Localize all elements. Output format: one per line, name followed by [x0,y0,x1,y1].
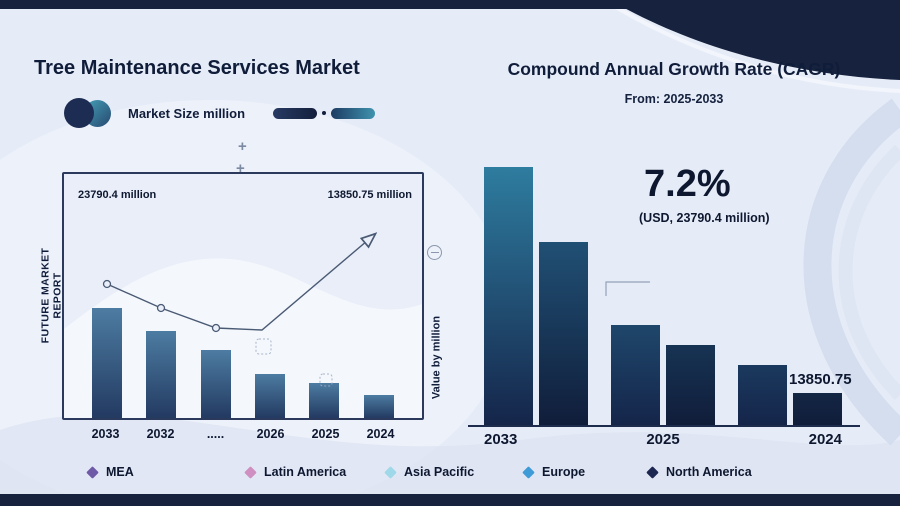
market-size-icon [64,97,114,129]
market-size-label: Market Size million [128,105,246,121]
cagr-bar-annotation: 13850.75 [789,371,852,388]
market-value-2033: 23790.4 million [78,189,157,201]
market-size-x-label: ..... [206,427,225,441]
market-size-bar [255,374,286,418]
cagr-bar [666,345,715,425]
cagr-value: 7.2% [644,163,731,205]
cagr-bar [484,167,533,425]
cagr-bar [611,325,660,425]
market-size-x-label: 2032 [146,427,175,441]
market-size-legend: Market Size million [64,96,376,130]
mea-diamond-icon [86,465,99,479]
market-chart-title: Tree Maintenance Services Market [34,57,360,79]
cagr-x-labels: 2033 2025 2024 [484,431,842,448]
legend-item: MEA [86,465,134,479]
market-size-bar [92,308,123,418]
market-size-bar [146,331,177,418]
legend-label: Asia Pacific [404,465,475,479]
region-legend: MEA Latin America Asia Pacific Europe North … [0,465,900,485]
legend-item: Latin America [244,465,347,479]
cagr-bar [793,393,842,425]
market-size-x-label: 2026 [256,427,285,441]
market-size-bar-cell [243,174,297,418]
market-value-2024: 13850.75 million [327,189,412,201]
legend-label: North America [666,465,752,479]
cagr-x-label: 2033 [484,431,518,448]
legend-label: MEA [106,465,134,479]
market-size-bar-cell [80,174,134,418]
market-size-x-labels: 2033 2032..... 2026 2025 2024 [62,427,424,441]
north-america-diamond-icon [646,465,659,479]
future-market-report-label: FUTURE MARKET REPORT [39,247,64,344]
plus-decoration: + [238,138,247,155]
market-size-chart: 23790.4 million 13850.75 million [62,172,424,420]
pill-dot-icon [322,111,327,115]
cagr-axis-line [468,425,860,427]
market-size-bar [200,350,231,418]
cagr-bars [484,165,842,425]
market-size-bar-cell [297,174,351,418]
cagr-x-label: 2024 [808,431,842,448]
asia-pacific-diamond-icon [384,465,397,479]
trend-line-chart [102,174,422,387]
market-size-bar-cell [189,174,243,418]
decorative-pills [273,107,376,119]
market-size-x-label: 2025 [311,427,340,441]
cagr-bar [738,365,787,425]
market-size-bars [64,174,422,418]
cagr-note: (USD, 23790.4 million) [639,211,770,225]
bottom-border-bar [0,494,900,506]
teal-pill-icon [331,107,376,119]
market-size-x-label: 2024 [366,427,395,441]
top-border-bar [0,0,900,9]
cagr-x-label: 2025 [646,431,680,448]
cagr-bar [539,242,588,425]
market-size-bar-cell [352,174,406,418]
plus-decoration: + [236,160,245,177]
market-size-bar-cell [134,174,188,418]
cagr-bar-group [484,167,588,425]
navy-pill-icon [273,107,318,119]
legend-label: Latin America [264,465,347,479]
cagr-subtitle: From: 2025-2033 [624,92,724,106]
legend-item: Europe [522,465,586,479]
market-size-x-label: 2033 [91,427,120,441]
navy-circle-icon [64,98,94,128]
market-size-bar [363,395,394,418]
legend-item: North America [646,465,752,479]
cagr-bar-group [738,365,842,425]
legend-item: Asia Pacific [384,465,475,479]
cagr-bar-group [611,325,715,425]
minus-circle-icon [427,245,442,260]
europe-diamond-icon [522,465,535,479]
value-axis-label: Value by million [430,315,443,400]
legend-label: Europe [542,465,586,479]
latin-america-diamond-icon [244,465,257,479]
cagr-chart-title: Compound Annual Growth Rate (CAGR) [507,59,841,79]
market-size-bar [309,383,340,418]
